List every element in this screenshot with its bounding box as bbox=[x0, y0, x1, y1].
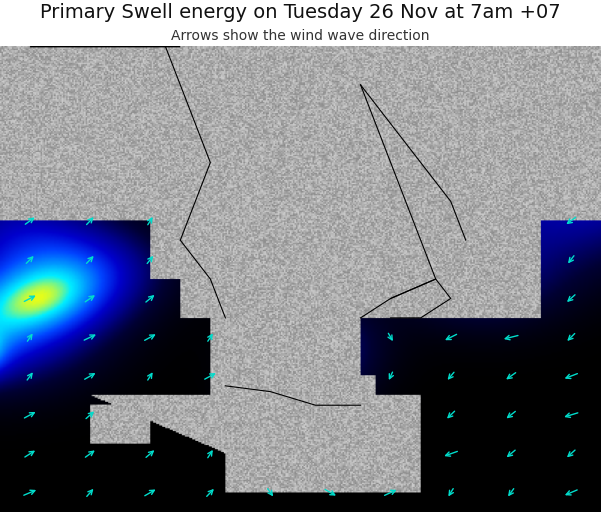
Text: Primary Swell energy on Tuesday 26 Nov at 7am +07: Primary Swell energy on Tuesday 26 Nov a… bbox=[40, 4, 561, 23]
Text: Arrows show the wind wave direction: Arrows show the wind wave direction bbox=[171, 29, 430, 43]
